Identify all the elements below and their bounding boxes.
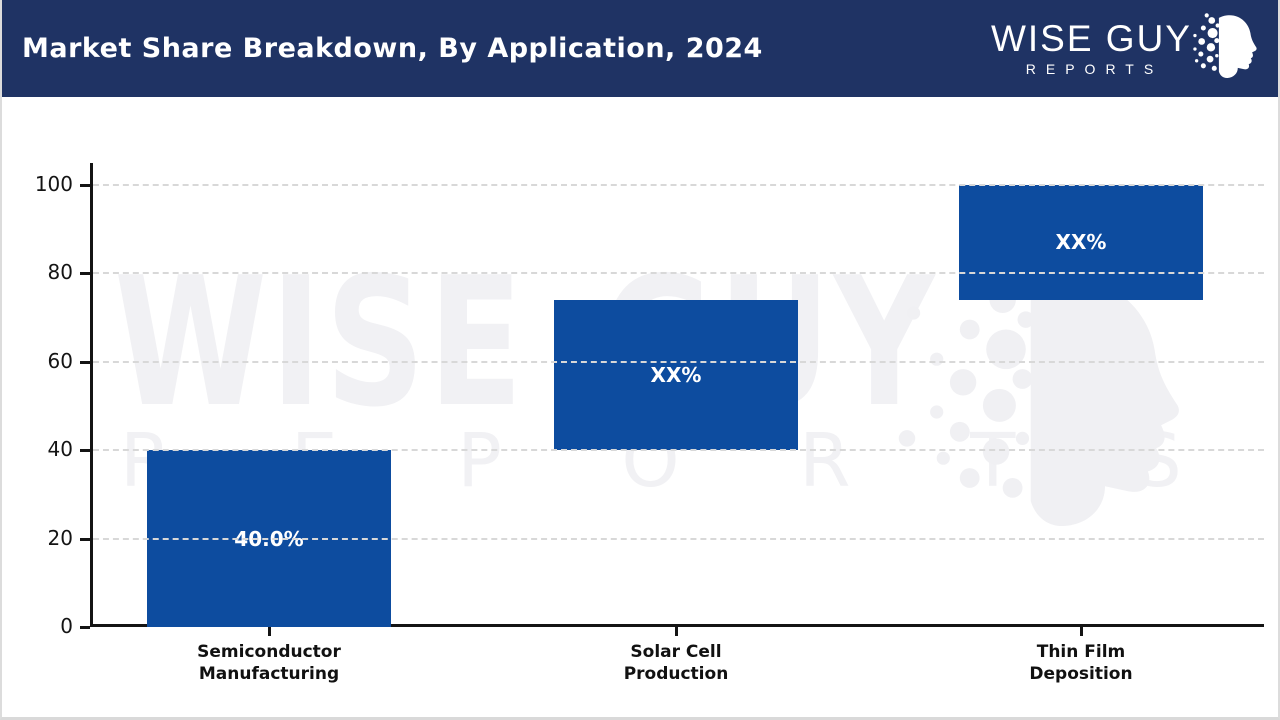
y-tick-label: 0 bbox=[60, 614, 73, 638]
y-tick-mark bbox=[80, 360, 90, 364]
gridline bbox=[93, 449, 1264, 452]
x-category-label: Semiconductor Manufacturing bbox=[197, 642, 341, 685]
y-tick-mark bbox=[80, 184, 90, 187]
y-tick-mark bbox=[80, 449, 90, 453]
bar-segment: XX% bbox=[554, 299, 798, 451]
plot-area: 0 20 40 60 80 100 40.0% XX% XX% Semiconductor Man… bbox=[35, 163, 1264, 684]
x-tick-mark bbox=[267, 627, 271, 636]
page-title: Market Share Breakdown, By Application, … bbox=[22, 33, 763, 64]
watermark-face-icon bbox=[898, 271, 1179, 527]
gridline bbox=[93, 537, 1264, 540]
logo-wordmark: WISE GUY REPORTS bbox=[991, 20, 1192, 77]
y-tick-label: 20 bbox=[47, 525, 73, 550]
gridline bbox=[93, 184, 1264, 186]
gridline bbox=[93, 272, 1264, 275]
y-tick-mark bbox=[80, 537, 90, 541]
y-tick-label: 40 bbox=[47, 437, 73, 462]
gridline bbox=[93, 360, 1264, 363]
logo-line2: REPORTS bbox=[1025, 61, 1164, 77]
x-category-label: Thin Film Deposition bbox=[1029, 642, 1133, 685]
y-tick-label: 80 bbox=[47, 260, 73, 285]
bar-segment: XX% bbox=[959, 185, 1203, 300]
y-tick-mark bbox=[80, 626, 90, 629]
wise-guy-face-icon bbox=[1193, 12, 1257, 78]
header: Market Share Breakdown, By Application, … bbox=[2, 0, 1278, 97]
brand-logo: WISE GUY REPORTS bbox=[991, 7, 1264, 91]
y-tick-label: 60 bbox=[47, 348, 73, 373]
y-tick-mark bbox=[80, 272, 90, 276]
logo-line1: WISE GUY bbox=[990, 18, 1192, 59]
x-tick-mark bbox=[674, 627, 678, 636]
x-category-label: Solar Cell Production bbox=[623, 642, 729, 685]
y-tick-label: 100 bbox=[34, 172, 73, 196]
bar-value-label: XX% bbox=[650, 363, 702, 388]
bar-value-label: XX% bbox=[1055, 230, 1107, 255]
x-tick-mark bbox=[1079, 627, 1083, 636]
